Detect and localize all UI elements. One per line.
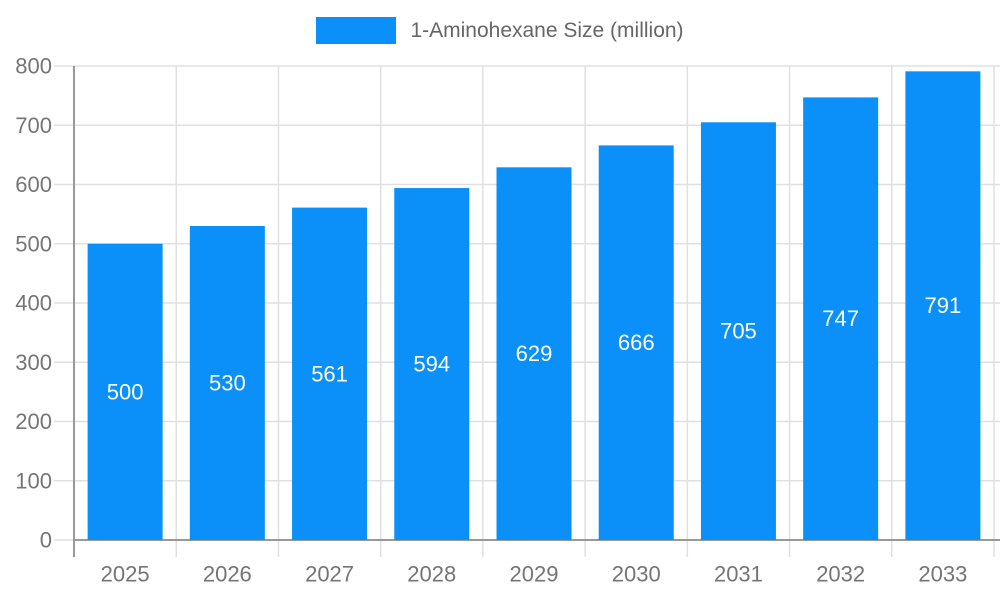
y-tick-label-800: 800 bbox=[15, 54, 52, 79]
bar-2030[interactable] bbox=[598, 145, 674, 540]
y-tick-label-100: 100 bbox=[15, 468, 52, 493]
legend-item[interactable]: 1-Aminohexane Size (million) bbox=[0, 17, 1000, 44]
bar-2033[interactable] bbox=[905, 71, 981, 541]
bar-value-label-2026: 530 bbox=[209, 370, 246, 395]
legend-label: 1-Aminohexane Size (million) bbox=[410, 18, 684, 42]
bar-2032[interactable] bbox=[803, 97, 879, 540]
bar-value-label-2028: 594 bbox=[413, 352, 450, 377]
bar-2031[interactable] bbox=[700, 122, 776, 540]
x-tick-label-2028: 2028 bbox=[407, 562, 456, 587]
x-tick-label-2031: 2031 bbox=[714, 562, 763, 587]
y-tick-label-0: 0 bbox=[40, 528, 52, 553]
x-tick-label-2026: 2026 bbox=[203, 562, 252, 587]
x-tick-label-2033: 2033 bbox=[918, 562, 967, 587]
bar-value-label-2032: 747 bbox=[822, 306, 859, 331]
x-tick-label-2029: 2029 bbox=[510, 562, 559, 587]
bar-value-label-2027: 561 bbox=[311, 361, 348, 386]
bar-value-label-2029: 629 bbox=[516, 341, 553, 366]
y-tick-label-300: 300 bbox=[15, 350, 52, 375]
y-tick-label-700: 700 bbox=[15, 113, 52, 138]
x-tick-label-2025: 2025 bbox=[101, 562, 150, 587]
bar-2026[interactable] bbox=[189, 225, 265, 540]
bar-2029[interactable] bbox=[496, 167, 572, 540]
y-tick-label-500: 500 bbox=[15, 231, 52, 256]
x-tick-label-2030: 2030 bbox=[612, 562, 661, 587]
y-tick-label-600: 600 bbox=[15, 172, 52, 197]
bar-2025[interactable] bbox=[87, 243, 163, 540]
y-tick-label-200: 200 bbox=[15, 409, 52, 434]
x-tick-label-2027: 2027 bbox=[305, 562, 354, 587]
x-tick-label-2032: 2032 bbox=[816, 562, 865, 587]
bar-2028[interactable] bbox=[394, 188, 470, 540]
legend-swatch bbox=[316, 17, 397, 44]
y-tick-label-400: 400 bbox=[15, 291, 52, 316]
bar-value-label-2025: 500 bbox=[107, 379, 144, 404]
bar-value-label-2033: 791 bbox=[925, 293, 962, 318]
bar-value-label-2030: 666 bbox=[618, 330, 655, 355]
bar-value-label-2031: 705 bbox=[720, 319, 757, 344]
bar-2027[interactable] bbox=[292, 207, 368, 541]
